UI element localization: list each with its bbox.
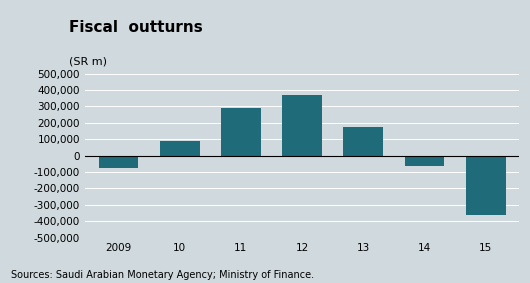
- Bar: [221, 108, 261, 156]
- Bar: [404, 156, 445, 166]
- Bar: [466, 156, 506, 215]
- Bar: [282, 95, 322, 156]
- Text: Sources: Saudi Arabian Monetary Agency; Ministry of Finance.: Sources: Saudi Arabian Monetary Agency; …: [11, 270, 314, 280]
- Bar: [160, 141, 200, 156]
- Bar: [343, 127, 383, 156]
- Bar: [99, 156, 138, 168]
- Text: Fiscal  outturns: Fiscal outturns: [69, 20, 202, 35]
- Text: (SR m): (SR m): [69, 57, 107, 67]
